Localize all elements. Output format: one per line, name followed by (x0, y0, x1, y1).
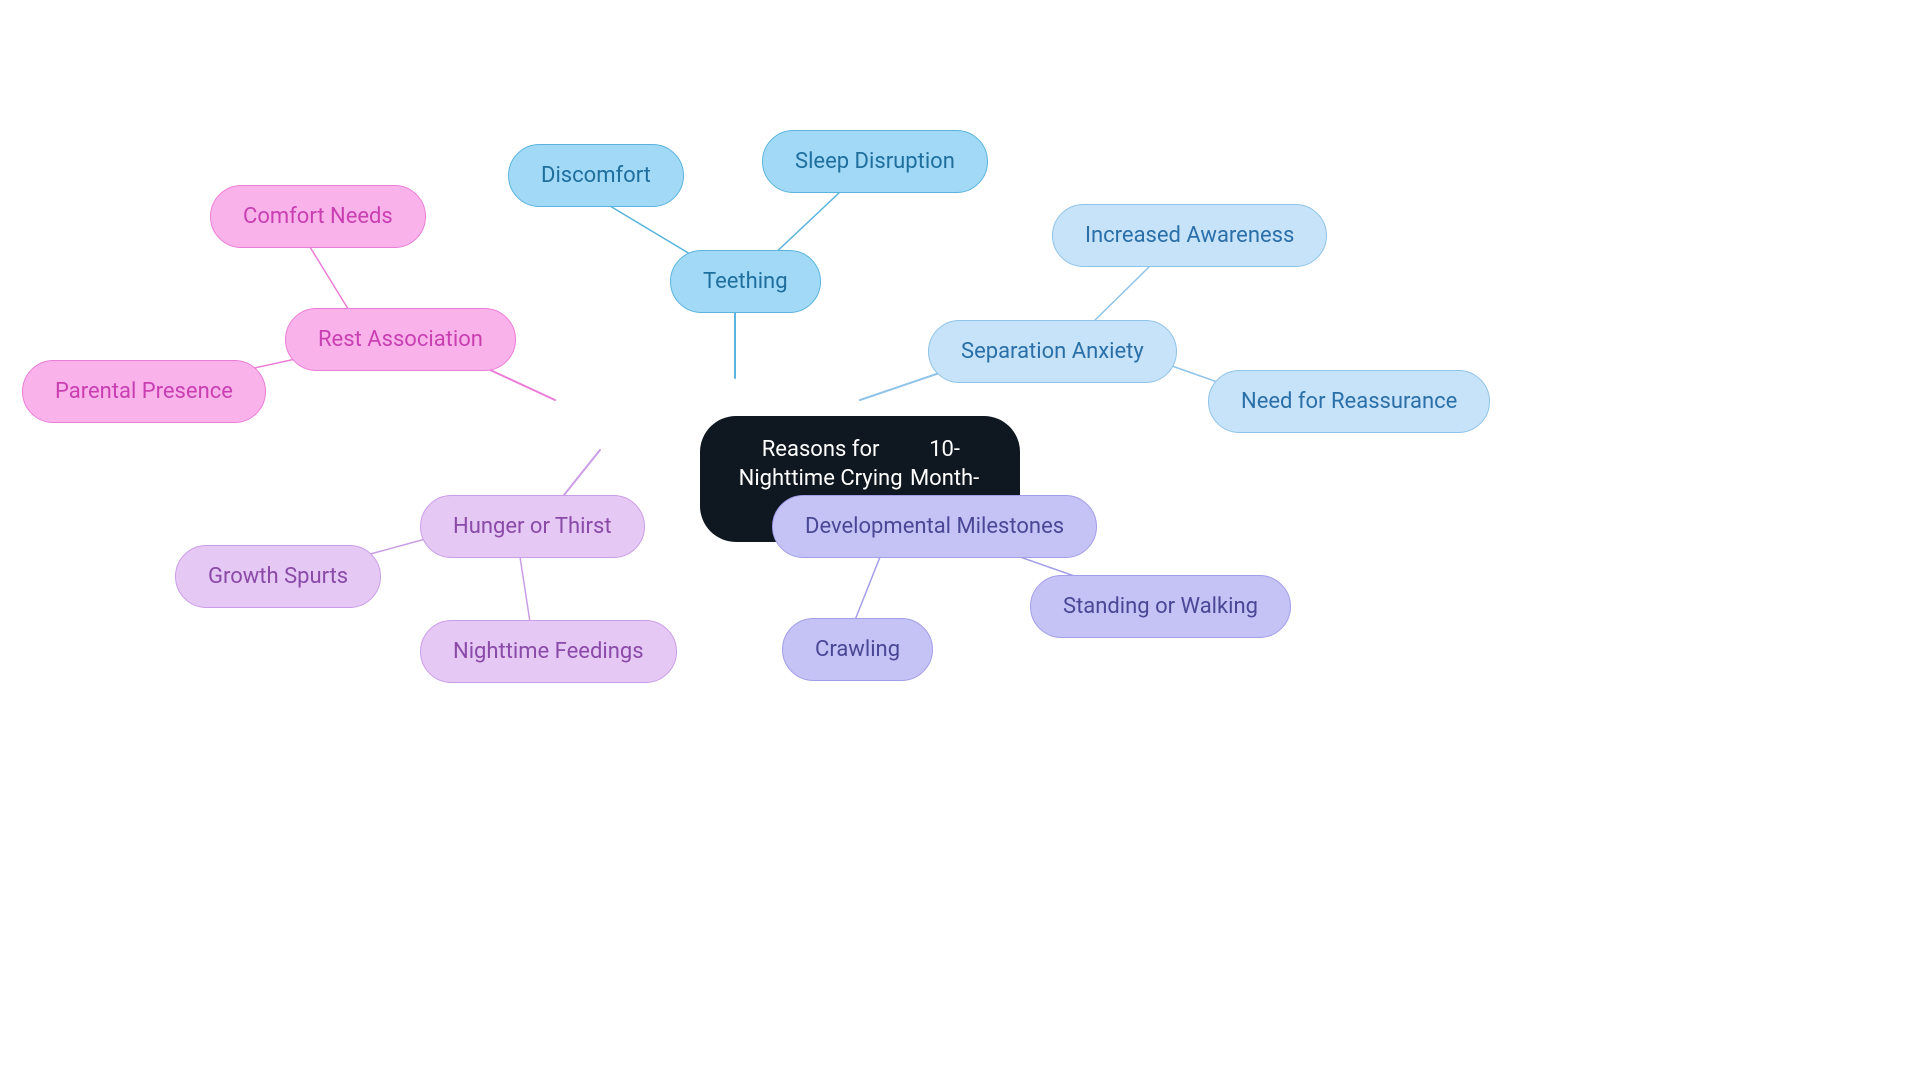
branch-separation: Separation Anxiety (928, 320, 1177, 383)
branch-milestones: Developmental Milestones (772, 495, 1097, 558)
leaf-rest-0: Comfort Needs (210, 185, 426, 248)
leaf-hunger-1: Nighttime Feedings (420, 620, 677, 683)
leaf-teething-1: Sleep Disruption (762, 130, 988, 193)
leaf-separation-0: Increased Awareness (1052, 204, 1327, 267)
branch-hunger: Hunger or Thirst (420, 495, 645, 558)
leaf-milestones-0: Crawling (782, 618, 933, 681)
branch-teething: Teething (670, 250, 821, 313)
branch-rest: Rest Association (285, 308, 516, 371)
leaf-separation-1: Need for Reassurance (1208, 370, 1490, 433)
leaf-rest-1: Parental Presence (22, 360, 266, 423)
leaf-teething-0: Discomfort (508, 144, 684, 207)
leaf-milestones-1: Standing or Walking (1030, 575, 1291, 638)
leaf-hunger-0: Growth Spurts (175, 545, 381, 608)
